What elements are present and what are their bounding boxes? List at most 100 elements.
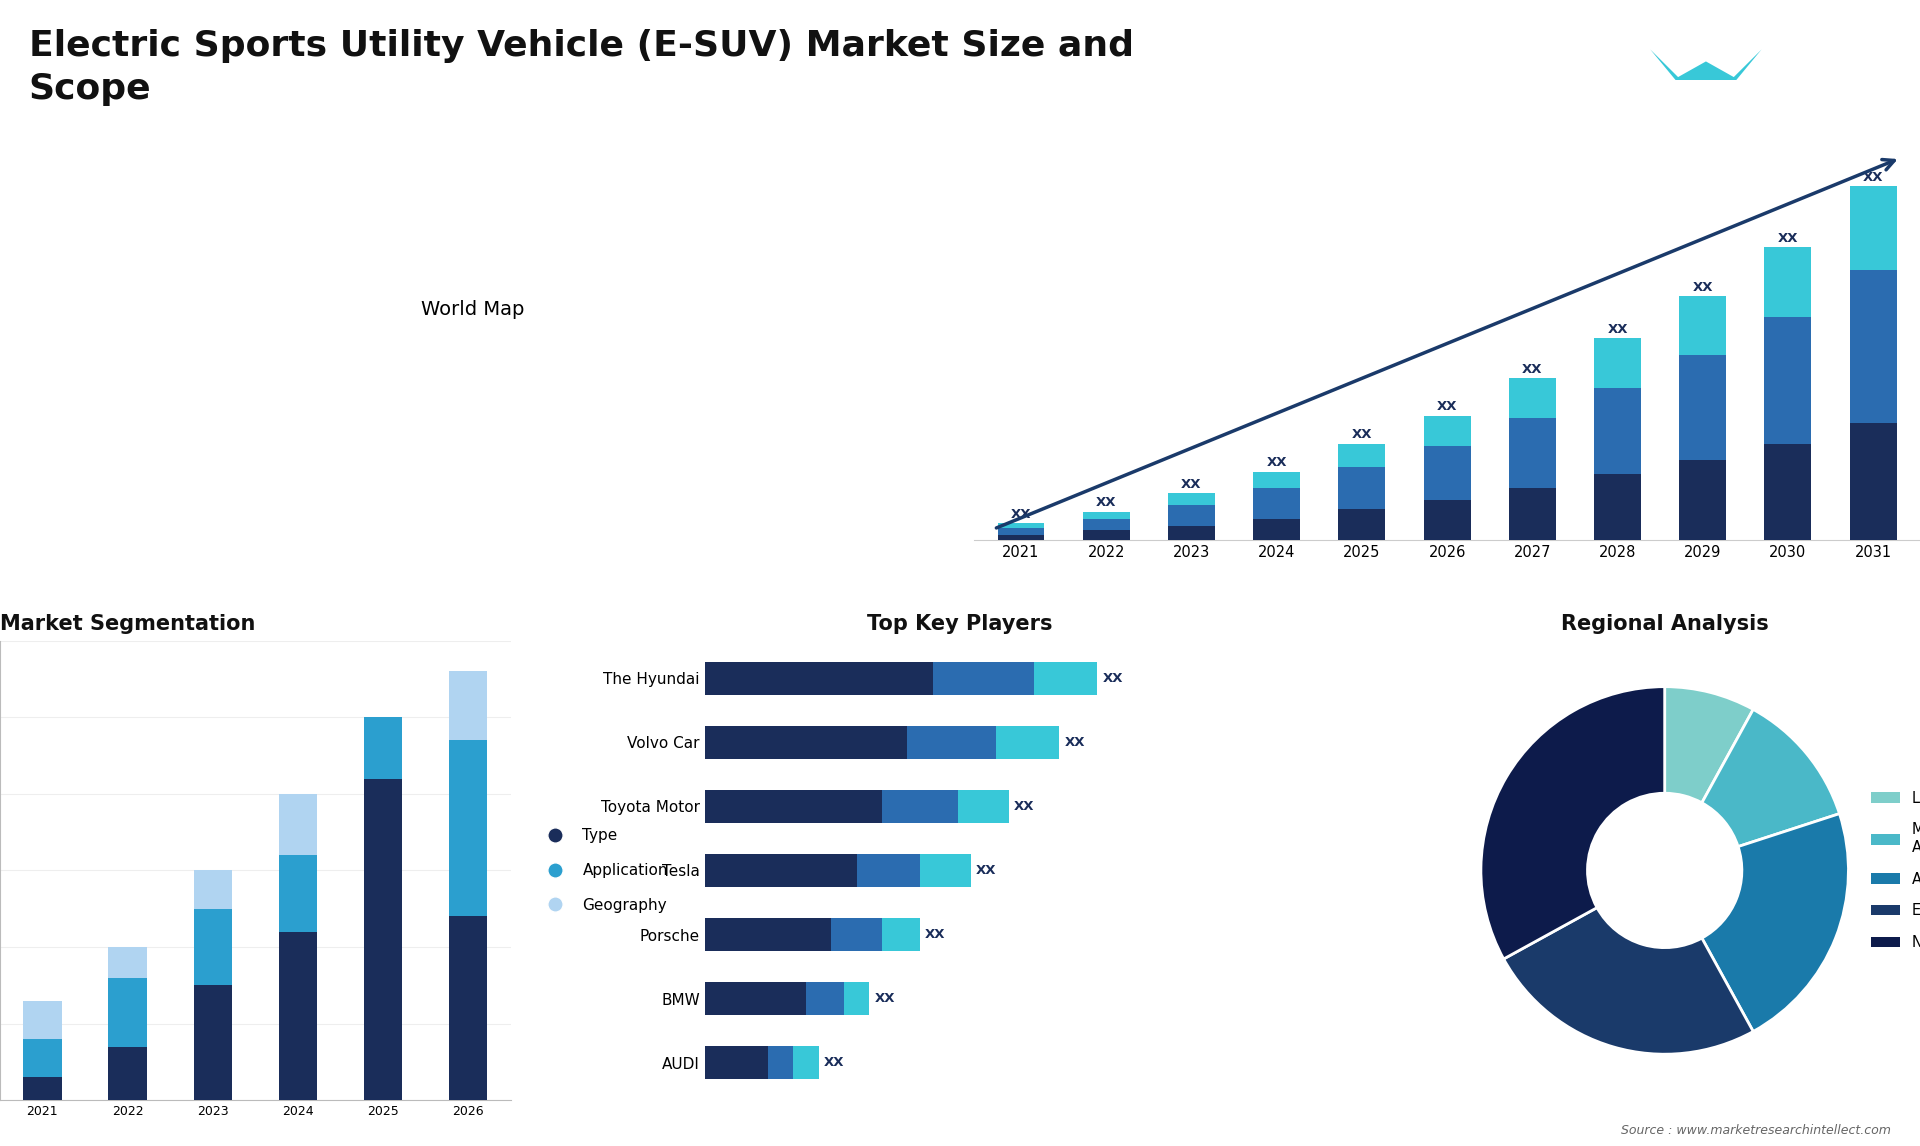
Text: Electric Sports Utility Vehicle (E-SUV) Market Size and
Scope: Electric Sports Utility Vehicle (E-SUV) …: [29, 29, 1135, 107]
Bar: [793, 1046, 818, 1080]
Bar: [705, 918, 831, 951]
Text: Market Segmentation: Market Segmentation: [0, 613, 255, 634]
Text: XX: XX: [1014, 800, 1035, 813]
Bar: [1423, 500, 1471, 540]
Bar: [998, 524, 1044, 528]
Bar: [1680, 460, 1726, 540]
Bar: [23, 1039, 61, 1077]
Legend: Latin America, Middle East &
Africa, Asia Pacific, Europe, North America: Latin America, Middle East & Africa, Asi…: [1864, 785, 1920, 956]
Text: XX: XX: [1523, 363, 1542, 376]
Bar: [1764, 248, 1811, 317]
Bar: [998, 535, 1044, 540]
Bar: [1849, 423, 1897, 540]
Bar: [23, 1077, 61, 1100]
Bar: [1083, 511, 1129, 519]
Bar: [705, 1046, 768, 1080]
Bar: [1338, 509, 1386, 540]
Text: MARKET
RESEARCH
INTELLECT: MARKET RESEARCH INTELLECT: [1766, 55, 1834, 92]
Text: XX: XX: [1181, 478, 1202, 490]
Text: XX: XX: [874, 992, 895, 1005]
Bar: [23, 1000, 61, 1039]
Text: XX: XX: [1096, 496, 1117, 509]
Bar: [449, 672, 488, 740]
Text: XX: XX: [975, 864, 996, 877]
Text: XX: XX: [1862, 171, 1884, 183]
Polygon shape: [1649, 49, 1763, 117]
Bar: [933, 661, 1035, 694]
Bar: [1254, 488, 1300, 519]
Bar: [1254, 519, 1300, 540]
Bar: [1509, 488, 1555, 540]
Bar: [908, 725, 996, 759]
Bar: [194, 986, 232, 1100]
Bar: [1423, 446, 1471, 500]
Bar: [996, 725, 1060, 759]
Bar: [108, 947, 146, 978]
Text: XX: XX: [1607, 323, 1628, 336]
Wedge shape: [1701, 814, 1849, 1031]
Bar: [705, 854, 856, 887]
Title: Top Key Players: Top Key Players: [868, 613, 1052, 634]
Bar: [278, 932, 317, 1100]
Text: XX: XX: [925, 928, 947, 941]
Bar: [449, 740, 488, 917]
Bar: [806, 982, 845, 1015]
Text: XX: XX: [1436, 400, 1457, 414]
Wedge shape: [1665, 686, 1753, 803]
Text: XX: XX: [824, 1057, 845, 1069]
Bar: [365, 717, 403, 778]
Bar: [278, 794, 317, 855]
Bar: [998, 528, 1044, 535]
Bar: [1849, 187, 1897, 270]
Bar: [1083, 519, 1129, 531]
Bar: [1254, 472, 1300, 488]
Bar: [705, 725, 908, 759]
Bar: [705, 982, 806, 1015]
Wedge shape: [1701, 709, 1839, 847]
Bar: [449, 917, 488, 1100]
Text: XX: XX: [1267, 456, 1286, 470]
Bar: [278, 855, 317, 932]
Bar: [365, 778, 403, 1100]
Bar: [705, 661, 933, 694]
Text: XX: XX: [1352, 429, 1373, 441]
Bar: [856, 854, 920, 887]
Bar: [1594, 387, 1642, 474]
Text: XX: XX: [1010, 508, 1031, 521]
Bar: [1849, 270, 1897, 423]
Text: XX: XX: [1778, 231, 1799, 245]
Title: Regional Analysis: Regional Analysis: [1561, 613, 1768, 634]
Wedge shape: [1480, 686, 1665, 959]
Bar: [831, 918, 881, 951]
Bar: [108, 978, 146, 1046]
Bar: [1167, 526, 1215, 540]
Bar: [1423, 416, 1471, 446]
Bar: [1338, 468, 1386, 509]
Bar: [705, 790, 881, 823]
Bar: [881, 790, 958, 823]
Bar: [1764, 444, 1811, 540]
Bar: [194, 871, 232, 909]
Bar: [958, 790, 1008, 823]
Bar: [1680, 355, 1726, 460]
Bar: [1167, 504, 1215, 526]
Bar: [768, 1046, 793, 1080]
Bar: [1035, 661, 1098, 694]
Bar: [1338, 444, 1386, 468]
Bar: [1167, 493, 1215, 504]
Bar: [881, 918, 920, 951]
Bar: [920, 854, 972, 887]
Bar: [1509, 378, 1555, 418]
Text: World Map: World Map: [420, 300, 524, 320]
Bar: [108, 1046, 146, 1100]
Wedge shape: [1503, 908, 1753, 1054]
Text: XX: XX: [1102, 672, 1123, 685]
Bar: [845, 982, 870, 1015]
Bar: [1764, 317, 1811, 444]
Text: XX: XX: [1692, 281, 1713, 293]
Bar: [1594, 474, 1642, 540]
Bar: [1594, 338, 1642, 387]
Bar: [194, 909, 232, 986]
Bar: [1083, 531, 1129, 540]
Bar: [1509, 418, 1555, 488]
